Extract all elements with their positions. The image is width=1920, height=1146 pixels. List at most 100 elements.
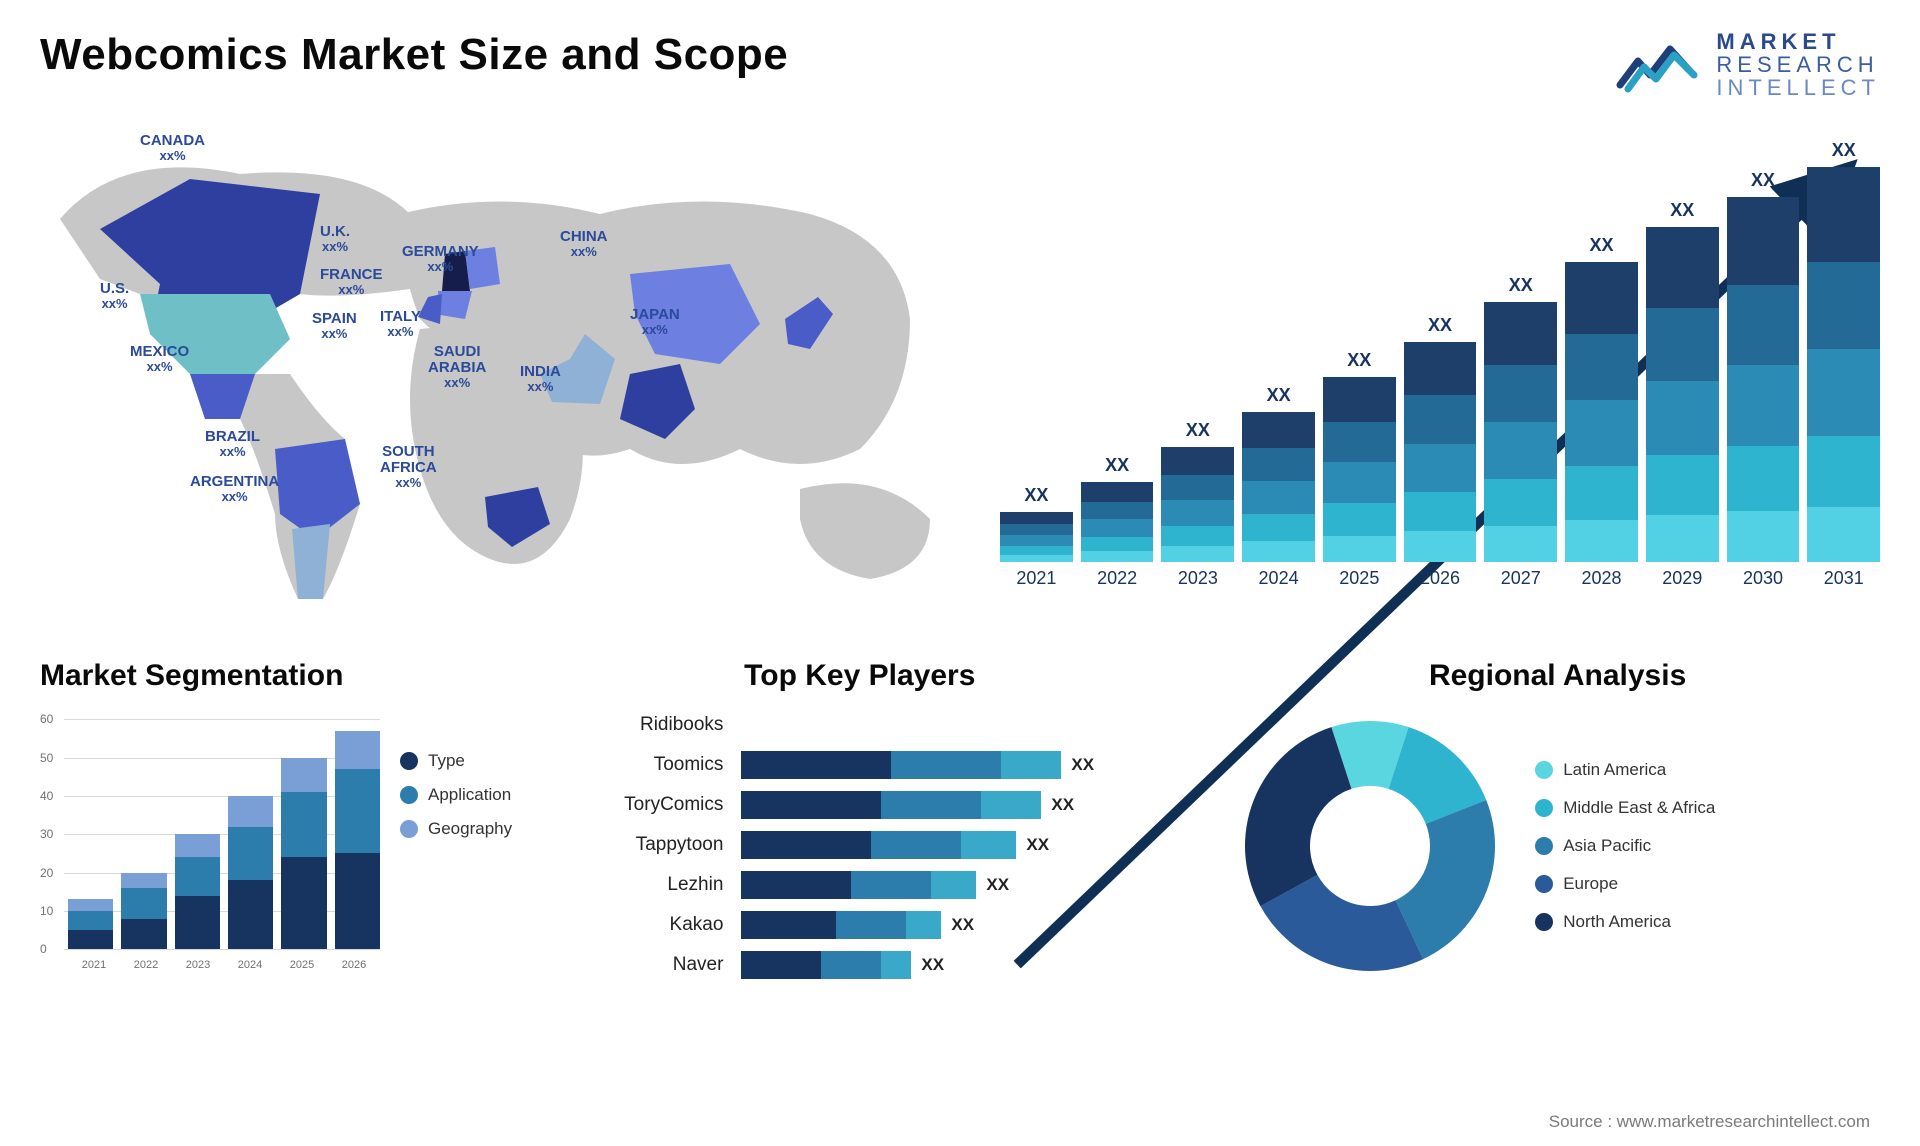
kp-value: XX bbox=[921, 955, 944, 975]
growth-bar-xlabel: 2029 bbox=[1662, 568, 1702, 589]
regional-panel: Regional Analysis Latin AmericaMiddle Ea… bbox=[1235, 659, 1880, 981]
legend-dot bbox=[1535, 913, 1553, 931]
kp-bar-segment bbox=[871, 831, 961, 859]
seg-bar-segment bbox=[175, 857, 220, 895]
seg-bar-segment bbox=[68, 899, 113, 911]
growth-bar-segment bbox=[1000, 555, 1073, 562]
seg-bar-segment bbox=[281, 857, 326, 949]
growth-bar-segment bbox=[1807, 436, 1880, 507]
seg-bar-segment bbox=[281, 792, 326, 857]
legend-label: North America bbox=[1563, 912, 1671, 932]
seg-ytick: 0 bbox=[40, 942, 47, 956]
growth-bar-segment bbox=[1000, 546, 1073, 555]
growth-bar-segment bbox=[1404, 395, 1477, 443]
seg-legend-item: Application bbox=[400, 785, 512, 805]
kp-bar-segment bbox=[741, 911, 836, 939]
kp-bar-segment bbox=[836, 911, 906, 939]
map-label: BRAZILxx% bbox=[205, 429, 260, 458]
legend-label: Geography bbox=[428, 819, 512, 839]
growth-bar-xlabel: 2028 bbox=[1581, 568, 1621, 589]
growth-bar-segment bbox=[1484, 479, 1557, 526]
map-label: GERMANYxx% bbox=[402, 244, 479, 273]
seg-xlabel: 2024 bbox=[238, 959, 262, 971]
kp-bar-segment bbox=[851, 871, 931, 899]
seg-bar bbox=[281, 758, 326, 950]
growth-bar-value: XX bbox=[1751, 170, 1775, 191]
seg-bar-segment bbox=[121, 888, 166, 919]
growth-bar-xlabel: 2023 bbox=[1178, 568, 1218, 589]
growth-bar: XX2025 bbox=[1323, 350, 1396, 589]
growth-bar-xlabel: 2031 bbox=[1824, 568, 1864, 589]
seg-ytick: 10 bbox=[40, 904, 53, 918]
legend-dot bbox=[1535, 837, 1553, 855]
seg-bar-segment bbox=[335, 731, 380, 769]
map-label: CANADAxx% bbox=[140, 133, 205, 162]
growth-bar: XX2022 bbox=[1081, 455, 1154, 589]
growth-bar-xlabel: 2022 bbox=[1097, 568, 1137, 589]
seg-ytick: 40 bbox=[40, 789, 53, 803]
reg-legend-item: Europe bbox=[1535, 874, 1715, 894]
bottom-row: Market Segmentation 01020304050602021202… bbox=[40, 659, 1880, 981]
growth-bar-value: XX bbox=[1267, 385, 1291, 406]
header: Webcomics Market Size and Scope MARKET R… bbox=[40, 30, 1880, 99]
growth-bar-segment bbox=[1081, 502, 1154, 520]
growth-bar-segment bbox=[1565, 520, 1638, 562]
growth-bar-segment bbox=[1727, 446, 1800, 512]
growth-bar: XX 2024 bbox=[1242, 385, 1315, 589]
kp-bar-segment bbox=[741, 751, 891, 779]
growth-bar-value: XX bbox=[1186, 420, 1210, 441]
seg-bar-segment bbox=[281, 758, 326, 793]
page-title: Webcomics Market Size and Scope bbox=[40, 30, 788, 80]
growth-bar-xlabel: 2027 bbox=[1501, 568, 1541, 589]
legend-dot bbox=[400, 752, 418, 770]
growth-bar: XX2029 bbox=[1646, 200, 1719, 589]
kp-bar-segment bbox=[931, 871, 976, 899]
seg-ytick: 20 bbox=[40, 866, 53, 880]
legend-label: Application bbox=[428, 785, 511, 805]
legend-label: Middle East & Africa bbox=[1563, 798, 1715, 818]
reg-legend-item: Middle East & Africa bbox=[1535, 798, 1715, 818]
growth-bar-segment bbox=[1565, 400, 1638, 466]
kp-bar-segment bbox=[741, 791, 881, 819]
legend-dot bbox=[1535, 761, 1553, 779]
top-row: CANADAxx%U.S.xx%MEXICOxx%BRAZILxx%ARGENT… bbox=[40, 119, 1880, 629]
map-label: SPAINxx% bbox=[312, 311, 357, 340]
growth-bar-segment bbox=[1646, 308, 1719, 382]
seg-bar-segment bbox=[68, 930, 113, 949]
growth-bar-value: XX bbox=[1590, 235, 1614, 256]
growth-bar-xlabel: 2024 bbox=[1259, 568, 1299, 589]
growth-bar-segment bbox=[1807, 167, 1880, 262]
keyplayers-bars: XXXXXXXXXXXX bbox=[741, 711, 1215, 979]
growth-bar-segment bbox=[1484, 526, 1557, 562]
growth-bar-segment bbox=[1081, 519, 1154, 537]
kp-row: XX bbox=[741, 871, 1215, 899]
map-label: SAUDIARABIAxx% bbox=[428, 344, 486, 389]
seg-bar-segment bbox=[228, 880, 273, 949]
growth-bar-segment bbox=[1646, 227, 1719, 307]
kp-bar-segment bbox=[1001, 751, 1061, 779]
seg-bar bbox=[121, 873, 166, 950]
growth-bar-segment bbox=[1242, 541, 1315, 562]
keyplayers-title: Top Key Players bbox=[744, 659, 1215, 693]
seg-xlabel: 2026 bbox=[342, 959, 366, 971]
growth-bar-segment bbox=[1000, 535, 1073, 546]
growth-bar-xlabel: 2021 bbox=[1016, 568, 1056, 589]
map-label: ITALYxx% bbox=[380, 309, 421, 338]
kp-bar-segment bbox=[891, 751, 1001, 779]
growth-bar-segment bbox=[1484, 365, 1557, 422]
seg-xlabel: 2022 bbox=[134, 959, 158, 971]
seg-bar bbox=[228, 796, 273, 949]
growth-bar-segment bbox=[1484, 302, 1557, 364]
kp-value: XX bbox=[1051, 795, 1074, 815]
growth-bar-segment bbox=[1323, 503, 1396, 536]
growth-bar-value: XX bbox=[1509, 275, 1533, 296]
logo-line1: MARKET bbox=[1716, 30, 1880, 53]
map-svg bbox=[40, 119, 960, 629]
growth-bar-segment bbox=[1242, 514, 1315, 541]
growth-bar-segment bbox=[1081, 551, 1154, 562]
regional-title: Regional Analysis bbox=[1235, 659, 1880, 693]
growth-bar-segment bbox=[1000, 524, 1073, 535]
kp-row bbox=[741, 711, 1215, 739]
seg-bar bbox=[175, 834, 220, 949]
kp-bar-segment bbox=[981, 791, 1041, 819]
